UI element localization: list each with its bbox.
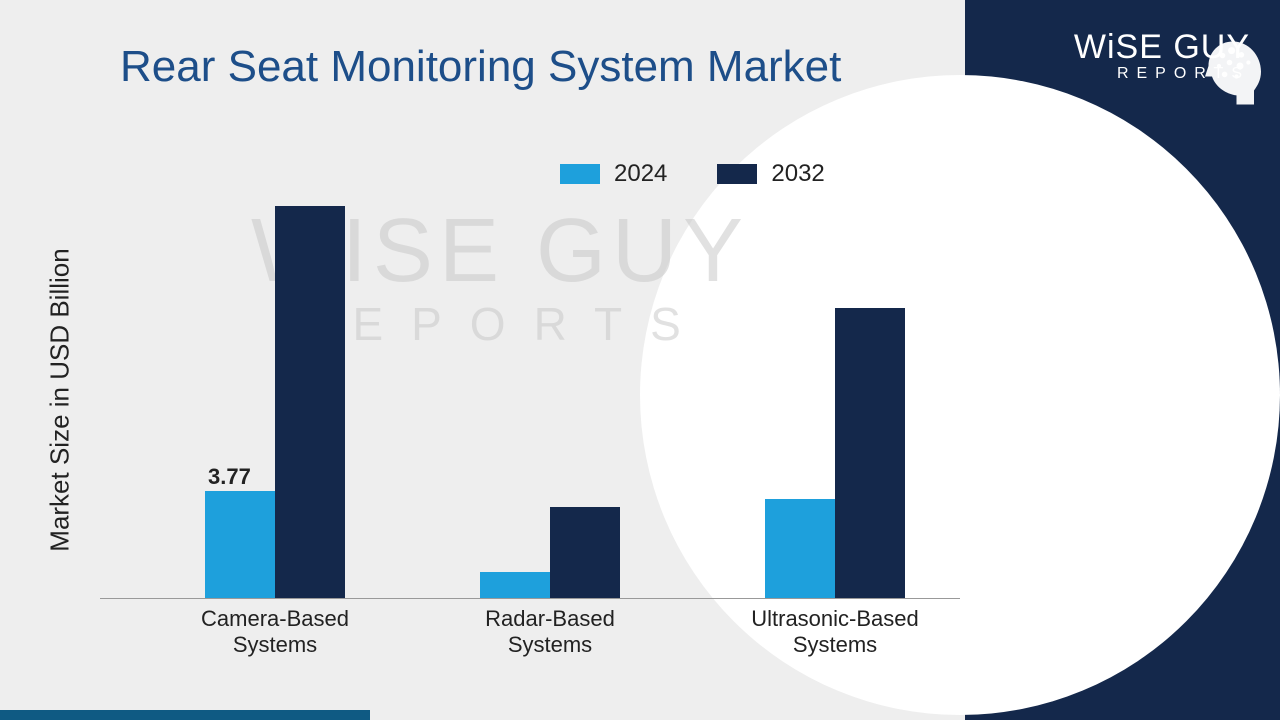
x-axis-category-label: Ultrasonic-BasedSystems bbox=[715, 606, 955, 659]
legend-swatch-2024 bbox=[560, 164, 600, 184]
bar-group bbox=[765, 308, 905, 598]
footer-accent-bar bbox=[0, 710, 370, 720]
bar-value-label: 3.77 bbox=[208, 464, 251, 490]
legend-item-2032: 2032 bbox=[717, 160, 824, 188]
legend-label-2032: 2032 bbox=[771, 160, 824, 188]
legend-swatch-2032 bbox=[717, 164, 757, 184]
bar-2032 bbox=[550, 507, 620, 598]
brand-logo: WiSE GUY REPORTS bbox=[1074, 28, 1250, 83]
bar-2032 bbox=[835, 308, 905, 598]
legend-item-2024: 2024 bbox=[560, 160, 667, 188]
x-axis-category-label: Radar-BasedSystems bbox=[430, 606, 670, 659]
bar-2024 bbox=[765, 499, 835, 599]
chart-canvas: WISE GUY REPORTS Rear Seat Monitoring Sy… bbox=[0, 0, 1280, 720]
bar-group bbox=[205, 206, 345, 598]
legend: 2024 2032 bbox=[560, 160, 825, 188]
bar-2032 bbox=[275, 206, 345, 598]
x-axis-category-label: Camera-BasedSystems bbox=[155, 606, 395, 659]
bar-2024 bbox=[205, 491, 275, 598]
bar-group bbox=[480, 507, 620, 598]
y-axis-label: Market Size in USD Billion bbox=[45, 248, 76, 551]
chart-title: Rear Seat Monitoring System Market bbox=[120, 42, 841, 92]
x-axis-line bbox=[100, 598, 960, 599]
plot-area bbox=[100, 200, 960, 598]
brain-head-icon bbox=[1198, 38, 1268, 108]
bar-2024 bbox=[480, 572, 550, 598]
legend-label-2024: 2024 bbox=[614, 160, 667, 188]
